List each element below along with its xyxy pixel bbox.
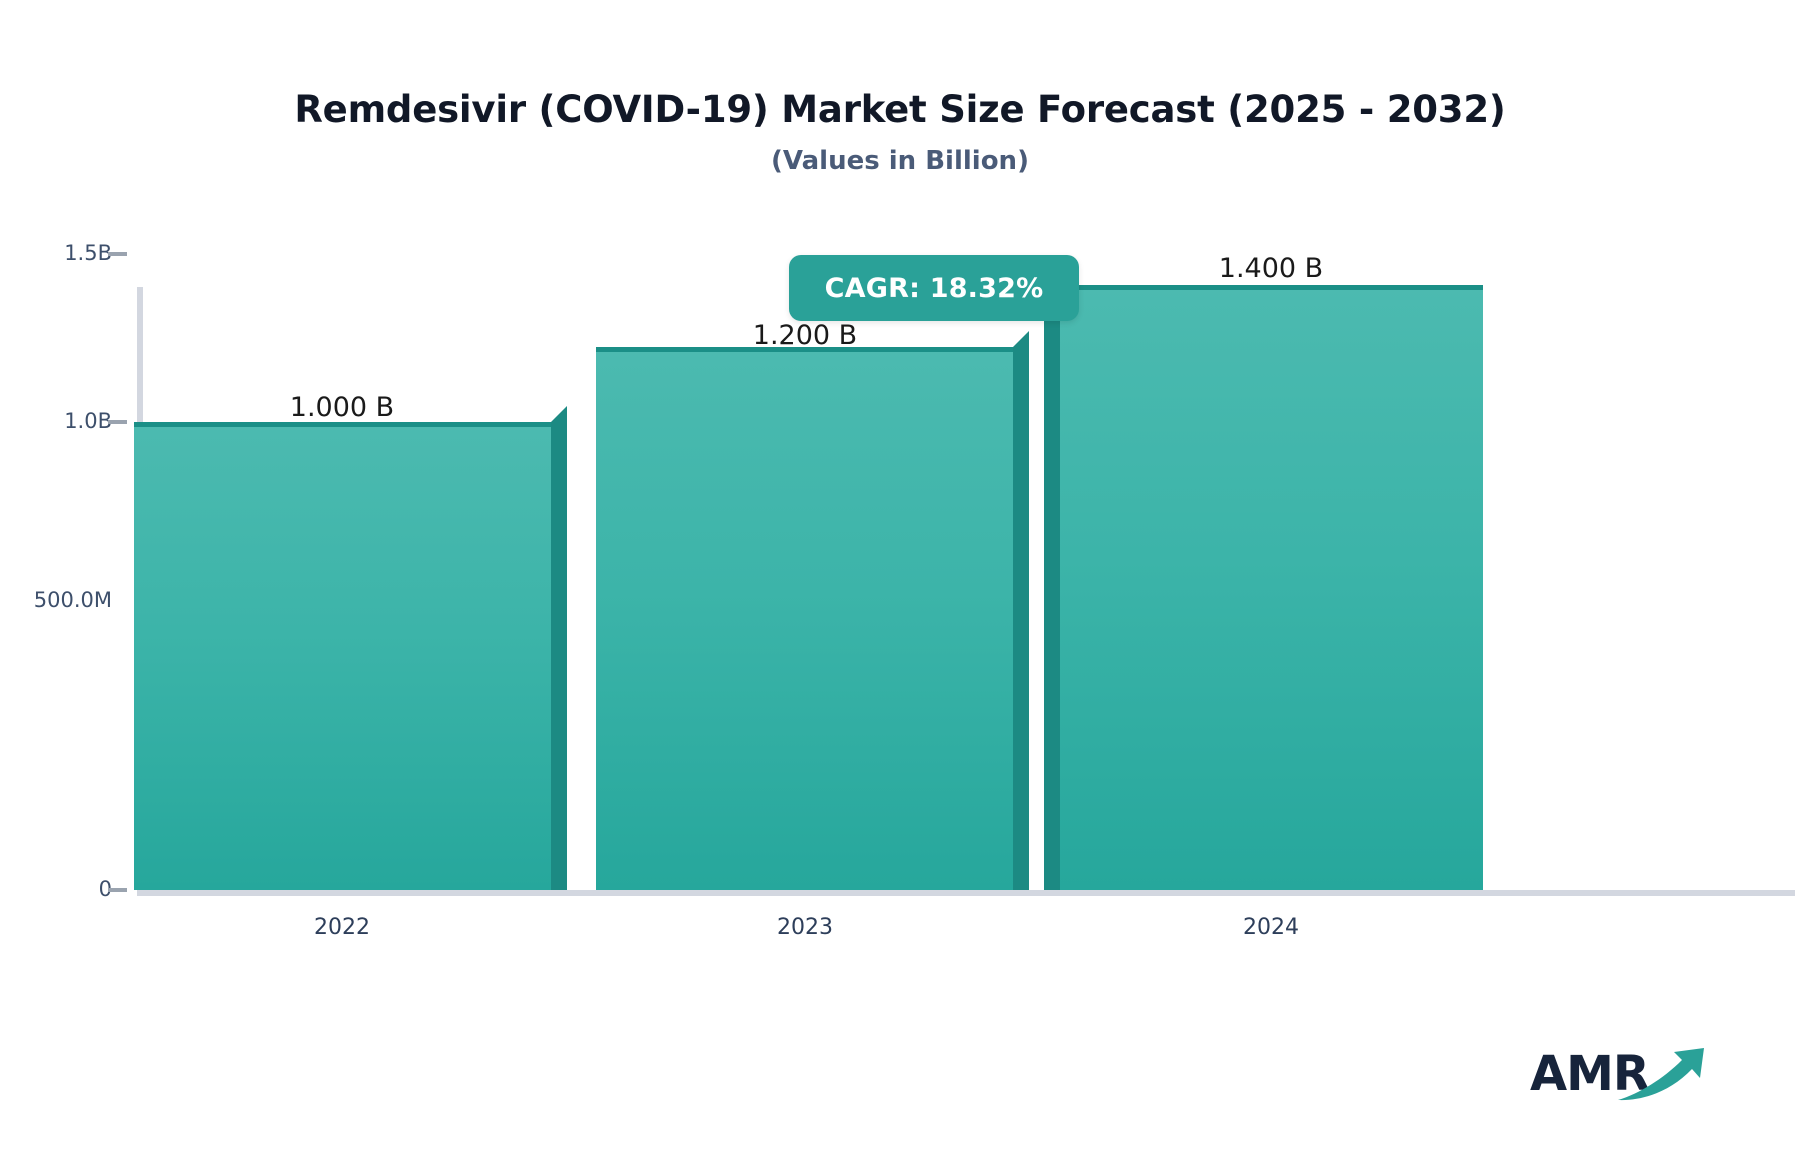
- y-tick-label-4: 0: [98, 877, 112, 901]
- y-tick-label-1: 1.5B: [64, 241, 112, 265]
- y-tick-label-3: 500.0M: [33, 588, 112, 612]
- y-tick-label-2: 1.0B: [64, 409, 112, 433]
- bar-side-cap-2023: [1013, 331, 1029, 347]
- bar-top-edge-2023: [596, 347, 1013, 352]
- x-tick-label-2023: 2023: [777, 915, 833, 940]
- x-tick-label-2022: 2022: [314, 915, 370, 940]
- bar-value-label-2022: 1.000 B: [289, 392, 395, 423]
- bar-2022[interactable]: [134, 406, 567, 890]
- bar-face-2024: [1060, 285, 1483, 890]
- y-tick-mark-1: [108, 252, 127, 256]
- bar-side-2022: [551, 422, 567, 890]
- bar-side-cap-2022: [551, 406, 567, 422]
- growth-arrow-icon: [1618, 1048, 1704, 1101]
- bar-2023[interactable]: [596, 331, 1029, 890]
- bar-2024[interactable]: [1044, 269, 1483, 890]
- bar-top-edge-2022: [134, 422, 551, 427]
- y-tick-mark-2: [108, 420, 127, 424]
- y-tick-mark-4: [108, 888, 127, 892]
- x-tick-label-2024: 2024: [1243, 915, 1299, 940]
- cagr-badge-label: CAGR: 18.32%: [824, 272, 1044, 304]
- amr-logo: AMR: [1530, 1040, 1710, 1112]
- bar-face-2023: [596, 347, 1013, 890]
- x-axis-line: [137, 890, 1795, 896]
- bar-value-label-2024: 1.400 B: [1218, 253, 1324, 284]
- bar-side-2023: [1013, 347, 1029, 890]
- cagr-badge: CAGR: 18.32%: [789, 255, 1079, 321]
- page-title: Remdesivir (COVID-19) Market Size Foreca…: [294, 88, 1506, 131]
- chart-subtitle: (Values in Billion): [771, 146, 1029, 176]
- bar-value-label-2023: 1.200 B: [752, 320, 858, 351]
- bar-face-2022: [134, 422, 551, 890]
- bar-top-edge-2024: [1060, 285, 1483, 290]
- bar-side-2024: [1044, 285, 1060, 890]
- amr-logo-text: AMR: [1530, 1046, 1650, 1102]
